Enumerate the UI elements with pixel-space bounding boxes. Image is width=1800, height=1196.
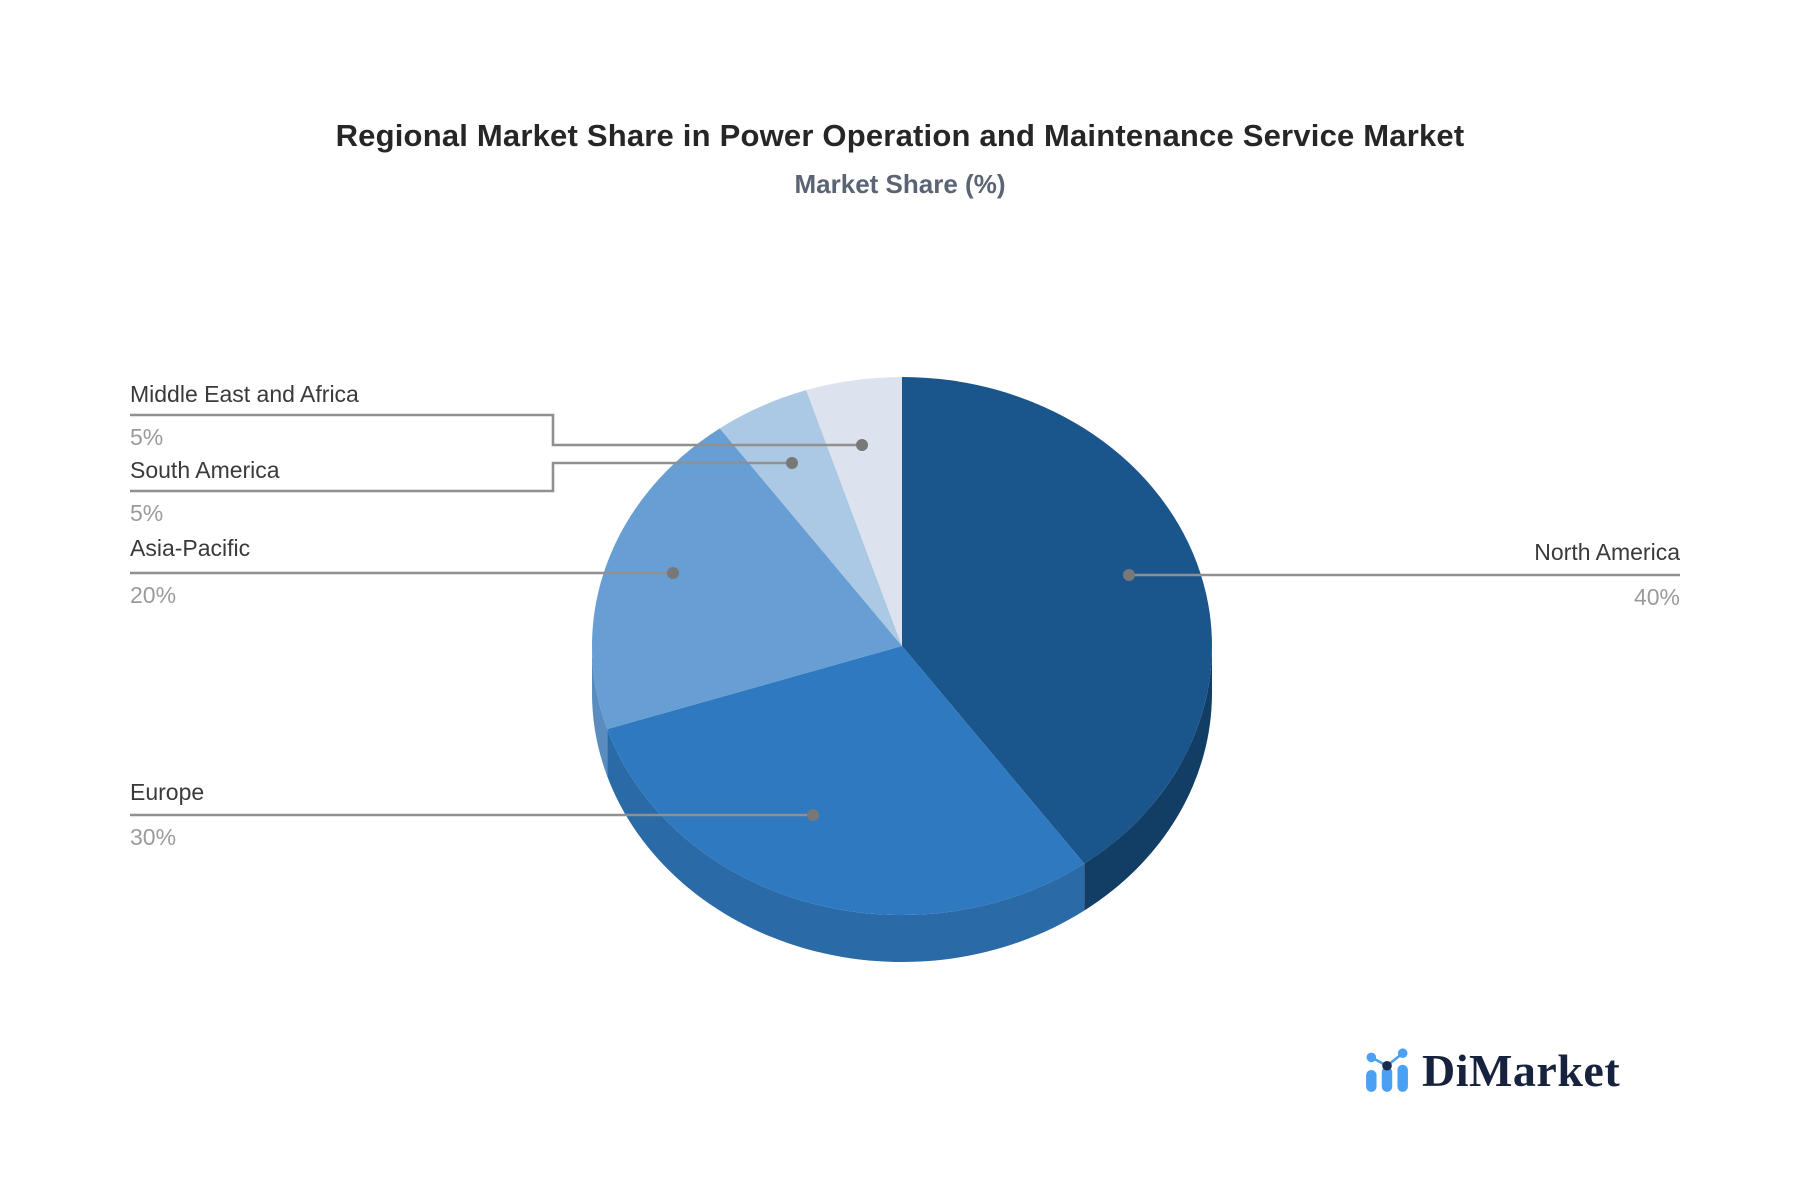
connector-dot-europe bbox=[807, 809, 819, 821]
category-value: 5% bbox=[130, 424, 164, 450]
chart-subtitle: Market Share (%) bbox=[794, 169, 1006, 199]
connector-line-south-america bbox=[130, 461, 792, 493]
label-europe: Europe 30% bbox=[130, 779, 205, 850]
connector-line-middle-east-and-africa bbox=[130, 413, 862, 447]
category-name: Middle East and Africa bbox=[130, 381, 359, 407]
chart-header: Regional Market Share in Power Operation… bbox=[0, 118, 1800, 200]
pie-slice-side-asia-pacific bbox=[592, 646, 608, 777]
category-name: South America bbox=[130, 457, 280, 483]
bar-chart-logo-icon bbox=[1366, 1047, 1408, 1092]
brand-name: DiMarket bbox=[1422, 1045, 1621, 1096]
category-name: Asia-Pacific bbox=[130, 535, 251, 561]
dimarket-logo: DiMarket bbox=[1364, 1044, 1620, 1097]
category-value: 5% bbox=[130, 500, 164, 526]
chart-title: Regional Market Share in Power Operation… bbox=[335, 118, 1465, 153]
label-asia-pacific: Asia-Pacific 20% bbox=[130, 535, 251, 608]
category-value: 20% bbox=[130, 582, 177, 608]
connector-dot-south-america bbox=[786, 457, 798, 469]
category-name: Europe bbox=[130, 779, 205, 805]
pie-slice-side-north-america bbox=[1084, 646, 1212, 911]
pie-slice-north-america bbox=[902, 377, 1212, 864]
pie-slice-south-america bbox=[719, 390, 902, 646]
label-middle-east-and-africa: Middle East and Africa 5% bbox=[130, 381, 359, 450]
connector-dot-north-america bbox=[1123, 569, 1135, 581]
pie-slice-asia-pacific bbox=[592, 428, 902, 730]
label-south-america: South America 5% bbox=[130, 457, 280, 526]
pie-slice-europe bbox=[607, 646, 1085, 915]
category-value: 40% bbox=[1633, 584, 1680, 610]
label-north-america: North America 40% bbox=[1534, 539, 1680, 610]
connector-dot-asia-pacific bbox=[667, 567, 679, 579]
connector-dot-middle-east-and-africa bbox=[856, 439, 868, 451]
category-value: 30% bbox=[130, 824, 177, 850]
pie-slice-side-europe bbox=[607, 729, 1085, 962]
category-name: North America bbox=[1534, 539, 1680, 565]
